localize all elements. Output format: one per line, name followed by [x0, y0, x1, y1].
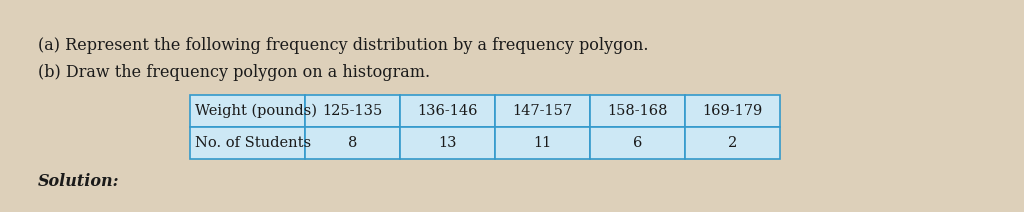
Text: 11: 11 [534, 136, 552, 150]
Text: 125-135: 125-135 [323, 104, 383, 118]
Text: 13: 13 [438, 136, 457, 150]
Text: 169-179: 169-179 [702, 104, 763, 118]
Bar [400, 95, 495, 127]
Bar [190, 95, 305, 127]
Text: (b) Draw the frequency polygon on a histogram.: (b) Draw the frequency polygon on a hist… [38, 64, 430, 81]
Bar [590, 95, 685, 127]
Bar [400, 127, 495, 159]
Bar [305, 127, 400, 159]
Bar [685, 127, 780, 159]
Text: No. of Students: No. of Students [195, 136, 311, 150]
Bar [685, 95, 780, 127]
Text: 2: 2 [728, 136, 737, 150]
Bar [305, 95, 400, 127]
Text: Solution:: Solution: [38, 173, 120, 190]
Text: Weight (pounds): Weight (pounds) [195, 104, 317, 118]
Bar [190, 127, 305, 159]
Bar [590, 127, 685, 159]
Bar [495, 95, 590, 127]
Text: 147-157: 147-157 [512, 104, 572, 118]
Bar [495, 127, 590, 159]
Text: 6: 6 [633, 136, 642, 150]
Text: 158-168: 158-168 [607, 104, 668, 118]
Text: 136-146: 136-146 [417, 104, 478, 118]
Text: (a) Represent the following frequency distribution by a frequency polygon.: (a) Represent the following frequency di… [38, 37, 648, 54]
Text: 8: 8 [348, 136, 357, 150]
